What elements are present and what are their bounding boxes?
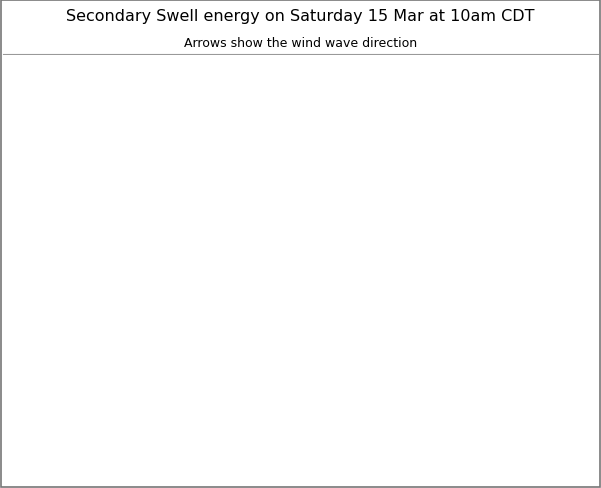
Text: Arrows show the wind wave direction: Arrows show the wind wave direction: [184, 37, 417, 50]
Text: Secondary Swell energy on Saturday 15 Mar at 10am CDT: Secondary Swell energy on Saturday 15 Ma…: [66, 9, 535, 24]
